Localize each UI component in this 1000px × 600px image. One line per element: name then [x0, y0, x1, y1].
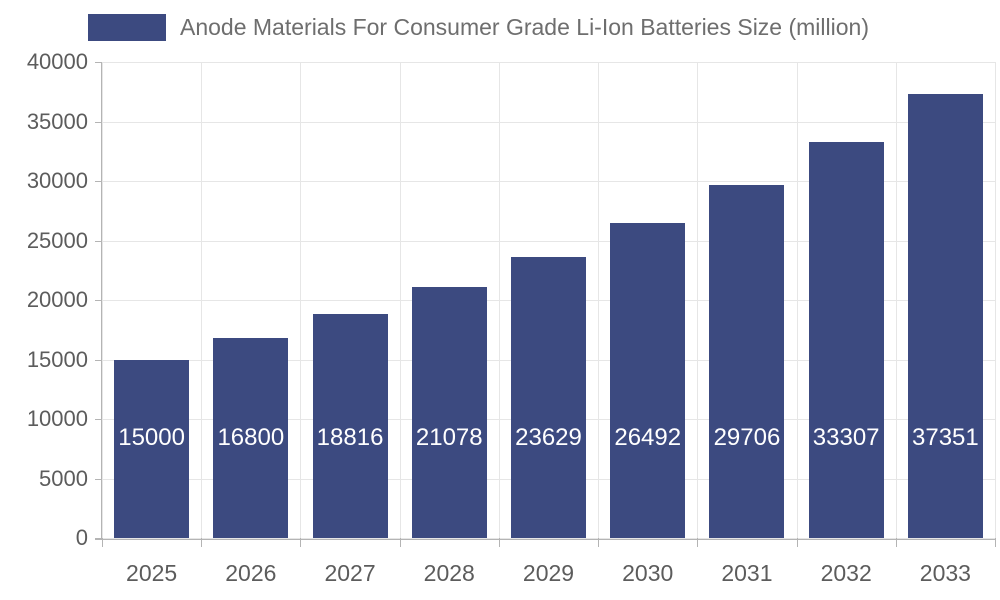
bar[interactable]: 33307 — [808, 141, 884, 538]
gridline-vertical — [598, 62, 600, 538]
gridline-vertical — [995, 62, 996, 538]
y-axis-tick-label: 40000 — [26, 49, 88, 74]
gridline-vertical — [300, 62, 302, 538]
x-axis-tick-label: 2025 — [126, 560, 178, 586]
plot-area: 15000 16800 18816 21078 23629 26492 29706 33307… — [95, 62, 996, 547]
gridline-vertical — [399, 62, 401, 538]
bar-value-label: 18816 — [316, 424, 384, 451]
y-axis-tick-label: 25000 — [26, 227, 88, 253]
bar[interactable]: 15000 — [114, 359, 190, 538]
bar[interactable]: 29706 — [709, 184, 785, 538]
x-axis-line — [95, 538, 995, 540]
bar[interactable]: 18816 — [312, 314, 388, 538]
x-axis-tick-mark — [598, 538, 600, 547]
y-axis-tick-label: 20000 — [26, 287, 88, 312]
gridline-vertical — [697, 62, 699, 538]
x-axis-tick-mark — [498, 538, 500, 547]
y-axis-tick-mark — [95, 478, 102, 480]
legend-label: Anode Materials For Consumer Grade Li-Io… — [180, 13, 869, 40]
x-axis-tick-label: 2033 — [919, 560, 971, 586]
y-axis-tick-mark — [95, 538, 102, 539]
y-axis-tick-mark — [95, 62, 102, 63]
bar-value-label: 33307 — [812, 424, 880, 451]
y-axis-tick-label: 10000 — [26, 406, 88, 431]
bar-value-label: 21078 — [415, 424, 483, 451]
bar-value-label: 15000 — [118, 424, 185, 451]
gridline-horizontal — [102, 181, 995, 182]
bar[interactable]: 26492 — [610, 222, 686, 538]
y-axis-tick-label: 35000 — [26, 108, 88, 134]
y-axis-tick-label: 15000 — [26, 346, 88, 372]
x-axis-tick-mark — [697, 538, 699, 547]
bar-value-label: 26492 — [614, 424, 682, 451]
x-axis-tick-mark — [102, 538, 103, 547]
x-axis-tick-mark — [201, 538, 203, 547]
y-axis-tick-mark — [95, 359, 102, 361]
x-axis-tick-label: 2030 — [622, 560, 674, 586]
gridline-vertical — [895, 62, 897, 538]
bar-value-label: 16800 — [217, 424, 285, 451]
gridline-horizontal — [102, 121, 995, 123]
y-axis-tick-mark — [95, 240, 102, 242]
y-axis-tick-label: 30000 — [26, 168, 88, 193]
bar[interactable]: 21078 — [411, 287, 487, 538]
x-axis-tick-label: 2029 — [522, 560, 575, 586]
x-axis-tick-mark — [300, 538, 302, 547]
x-axis-tick-label: 2031 — [721, 560, 773, 586]
y-axis-tick-mark — [95, 419, 102, 420]
x-axis-tick-mark — [995, 538, 996, 547]
y-axis-tick-label: 5000 — [39, 465, 88, 491]
x-axis-tick-mark — [895, 538, 897, 547]
x-axis-tick-label: 2027 — [324, 560, 376, 586]
gridline-vertical — [796, 62, 798, 538]
bar-value-label: 29706 — [713, 424, 781, 451]
y-axis-tick-mark — [95, 181, 102, 182]
gridline-vertical — [201, 62, 203, 538]
gridline-vertical — [498, 62, 500, 538]
y-axis-tick-label: 0 — [75, 525, 88, 550]
bar-value-label: 23629 — [515, 424, 582, 451]
x-axis-tick-label: 2032 — [820, 560, 872, 586]
x-axis-tick-mark — [796, 538, 798, 547]
x-axis-tick-label: 2026 — [225, 560, 277, 586]
x-axis-tick-label: 2028 — [423, 560, 475, 586]
chart-legend[interactable]: Anode Materials For Consumer Grade Li-Io… — [88, 12, 869, 42]
gridline-vertical — [102, 62, 103, 538]
legend-color-swatch — [88, 13, 166, 41]
gridline-horizontal — [102, 240, 995, 242]
x-axis-tick-mark — [399, 538, 401, 547]
bar-value-label: 37351 — [912, 424, 979, 451]
bar[interactable]: 37351 — [907, 93, 983, 538]
y-axis-tick-mark — [95, 121, 102, 123]
gridline-horizontal — [102, 62, 995, 63]
bar[interactable]: 23629 — [511, 256, 586, 538]
y-axis-tick-mark — [95, 300, 102, 301]
bar[interactable]: 16800 — [213, 338, 289, 538]
gridline-horizontal — [102, 538, 995, 539]
